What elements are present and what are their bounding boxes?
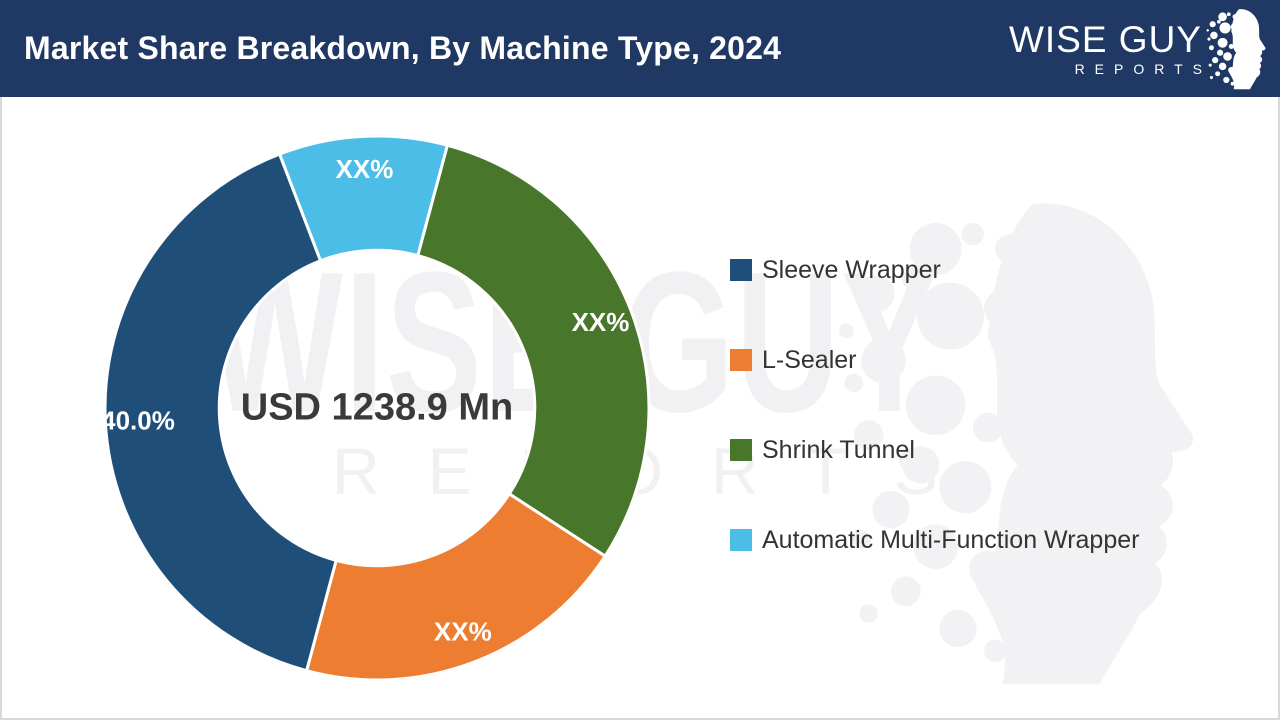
legend-swatch-icon xyxy=(730,349,752,371)
wise-guy-logo: WISE GUY REPORTS xyxy=(1009,8,1280,90)
legend-item-label: Sleeve Wrapper xyxy=(762,255,941,284)
legend-swatch-icon xyxy=(730,529,752,551)
page-title: Market Share Breakdown, By Machine Type,… xyxy=(24,30,782,66)
logo-wordmark-line1: WISE GUY xyxy=(1008,19,1202,60)
legend-item: Automatic Multi-Function Wrapper xyxy=(730,525,1140,554)
donut-segment-label: XX% xyxy=(336,154,394,184)
legend-item-label: Automatic Multi-Function Wrapper xyxy=(762,525,1140,554)
logo-head-icon xyxy=(1206,8,1266,89)
content-area: WISE GUY REPORTS XX% XX% XX% 40.0% USD 1238… xyxy=(0,97,1280,720)
donut-chart: XX% XX% XX% 40.0% xyxy=(101,134,651,682)
legend: Sleeve Wrapper L-Sealer Shrink Tunnel Au… xyxy=(730,255,1140,617)
logo-wordmark: WISE GUY REPORTS xyxy=(1009,21,1202,76)
donut-center-value: USD 1238.9 Mn xyxy=(240,386,514,429)
donut-segment-label: XX% xyxy=(434,617,492,647)
legend-item-label: L-Sealer xyxy=(762,345,857,374)
legend-swatch-icon xyxy=(730,439,752,461)
donut-segment-label: 40.0% xyxy=(101,406,175,436)
header: Market Share Breakdown, By Machine Type,… xyxy=(0,0,1280,97)
legend-item: Sleeve Wrapper xyxy=(730,255,1139,284)
legend-item: Shrink Tunnel xyxy=(730,435,1139,464)
donut-segment xyxy=(305,492,607,682)
donut-segment xyxy=(416,143,651,558)
logo-wordmark-line2: REPORTS xyxy=(1074,61,1212,77)
legend-swatch-icon xyxy=(730,259,752,281)
legend-item-label: Shrink Tunnel xyxy=(762,435,915,464)
donut-segment-label: XX% xyxy=(572,307,630,337)
legend-item: L-Sealer xyxy=(730,345,1139,374)
donut-segment xyxy=(103,152,338,673)
